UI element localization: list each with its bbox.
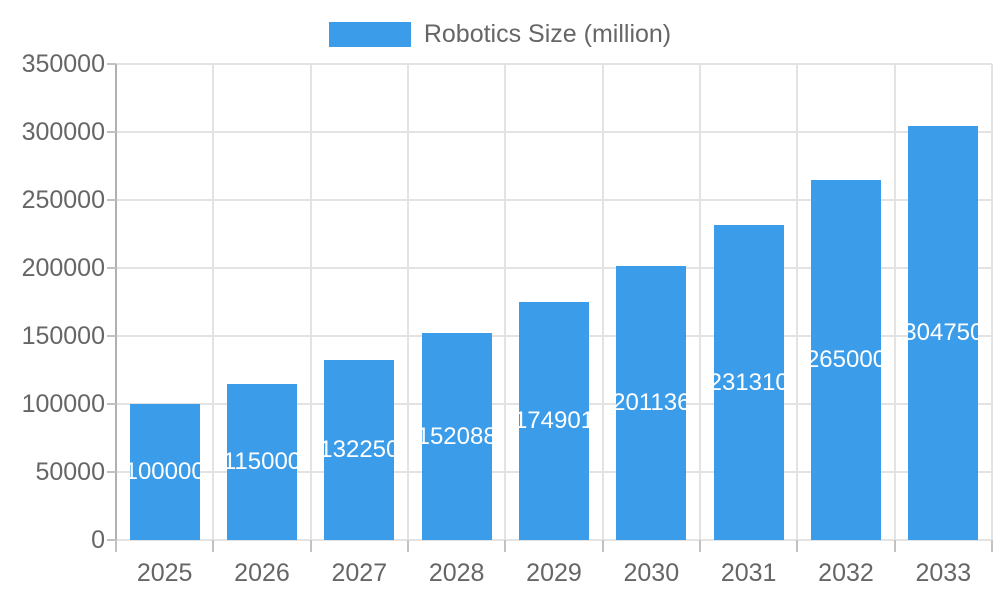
- y-gridline: [116, 199, 992, 201]
- x-axis-label: 2026: [234, 559, 290, 587]
- x-gridline: [796, 64, 799, 540]
- y-tick-label: 350000: [21, 50, 105, 78]
- x-tick-mark: [407, 540, 409, 552]
- y-gridline: [116, 131, 992, 133]
- bar[interactable]: 265000: [811, 179, 881, 540]
- x-gridline: [699, 64, 701, 540]
- bar[interactable]: 304750: [908, 125, 979, 540]
- x-gridline: [309, 64, 312, 540]
- y-tick-label: 300000: [21, 118, 105, 146]
- y-tick-label: 100000: [21, 390, 105, 418]
- x-tick-mark: [212, 540, 215, 552]
- x-tick-mark: [893, 540, 896, 552]
- bar-value-label: 132250: [324, 436, 395, 464]
- x-gridline: [991, 64, 993, 540]
- y-tick-label: 50000: [35, 458, 105, 486]
- x-tick-mark: [309, 540, 312, 552]
- y-tick-mark: [107, 131, 116, 133]
- x-tick-mark: [504, 540, 507, 552]
- y-tick-mark: [107, 471, 116, 473]
- bar-value-label: 304750: [908, 318, 979, 346]
- bar[interactable]: 115000: [227, 383, 297, 540]
- bar-value-label: 100000: [129, 458, 200, 485]
- y-gridline: [116, 63, 992, 65]
- y-axis-line: [115, 64, 117, 552]
- x-tick-mark: [796, 540, 799, 552]
- y-tick-mark: [107, 63, 116, 65]
- x-axis-label: 2033: [915, 559, 972, 587]
- x-axis-label: 2030: [623, 559, 680, 587]
- bar[interactable]: 132250: [324, 360, 395, 540]
- bar-value-label: 115000: [227, 447, 297, 475]
- y-tick-label: 200000: [21, 254, 105, 282]
- y-tick-label: 0: [91, 526, 105, 554]
- legend-swatch: [328, 22, 411, 47]
- x-axis-label: 2027: [331, 559, 388, 587]
- bar-value-label: 174901: [519, 407, 589, 435]
- bar-value-label: 201136: [616, 389, 687, 417]
- x-gridline: [504, 64, 507, 540]
- legend-label: Robotics Size (million): [423, 20, 672, 48]
- bar-value-label: 231310: [713, 368, 784, 396]
- x-gridline: [407, 64, 409, 540]
- x-axis-label: 2028: [428, 559, 485, 587]
- x-axis-label: 2029: [526, 559, 582, 587]
- bar[interactable]: 231310: [713, 225, 784, 540]
- y-gridline: [116, 267, 992, 269]
- bar-value-label: 265000: [811, 345, 881, 373]
- x-tick-mark: [601, 540, 604, 552]
- x-tick-mark: [699, 540, 701, 552]
- y-tick-mark: [107, 267, 116, 269]
- x-axis-label: 2025: [136, 559, 193, 587]
- y-tick-mark: [107, 539, 116, 541]
- plot-area: 100000 115000 132250 152088 174901 201136 2313…: [116, 63, 993, 541]
- x-axis-label: 2032: [818, 559, 874, 587]
- bar[interactable]: 174901: [519, 302, 589, 540]
- y-tick-mark: [107, 199, 116, 201]
- x-axis-label: 2031: [720, 559, 777, 587]
- bar-value-label: 152088: [421, 422, 492, 450]
- x-gridline: [893, 64, 896, 540]
- y-gridline: [116, 539, 992, 541]
- y-tick-mark: [107, 335, 116, 337]
- x-gridline: [212, 64, 215, 540]
- chart-legend[interactable]: Robotics Size (million): [0, 20, 1000, 49]
- x-tick-mark: [115, 540, 117, 552]
- bar[interactable]: 201136: [616, 266, 687, 540]
- y-tick-mark: [107, 403, 116, 405]
- bar[interactable]: 100000: [129, 404, 200, 540]
- x-gridline: [601, 64, 604, 540]
- bar[interactable]: 152088: [421, 333, 492, 540]
- y-tick-label: 150000: [21, 322, 105, 350]
- y-tick-label: 250000: [21, 186, 105, 214]
- x-tick-mark: [991, 540, 993, 552]
